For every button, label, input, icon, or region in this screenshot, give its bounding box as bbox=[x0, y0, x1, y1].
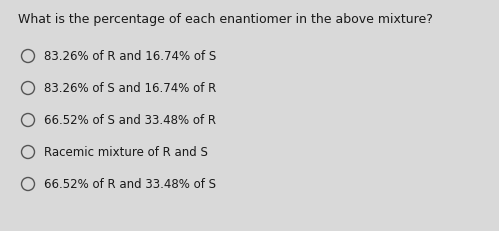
Text: What is the percentage of each enantiomer in the above mixture?: What is the percentage of each enantiome… bbox=[18, 13, 433, 26]
Text: 83.26% of S and 16.74% of R: 83.26% of S and 16.74% of R bbox=[44, 82, 216, 94]
Text: 83.26% of R and 16.74% of S: 83.26% of R and 16.74% of S bbox=[44, 49, 216, 63]
Text: 66.52% of R and 33.48% of S: 66.52% of R and 33.48% of S bbox=[44, 177, 216, 191]
Text: Racemic mixture of R and S: Racemic mixture of R and S bbox=[44, 146, 208, 158]
Text: 66.52% of S and 33.48% of R: 66.52% of S and 33.48% of R bbox=[44, 113, 216, 127]
